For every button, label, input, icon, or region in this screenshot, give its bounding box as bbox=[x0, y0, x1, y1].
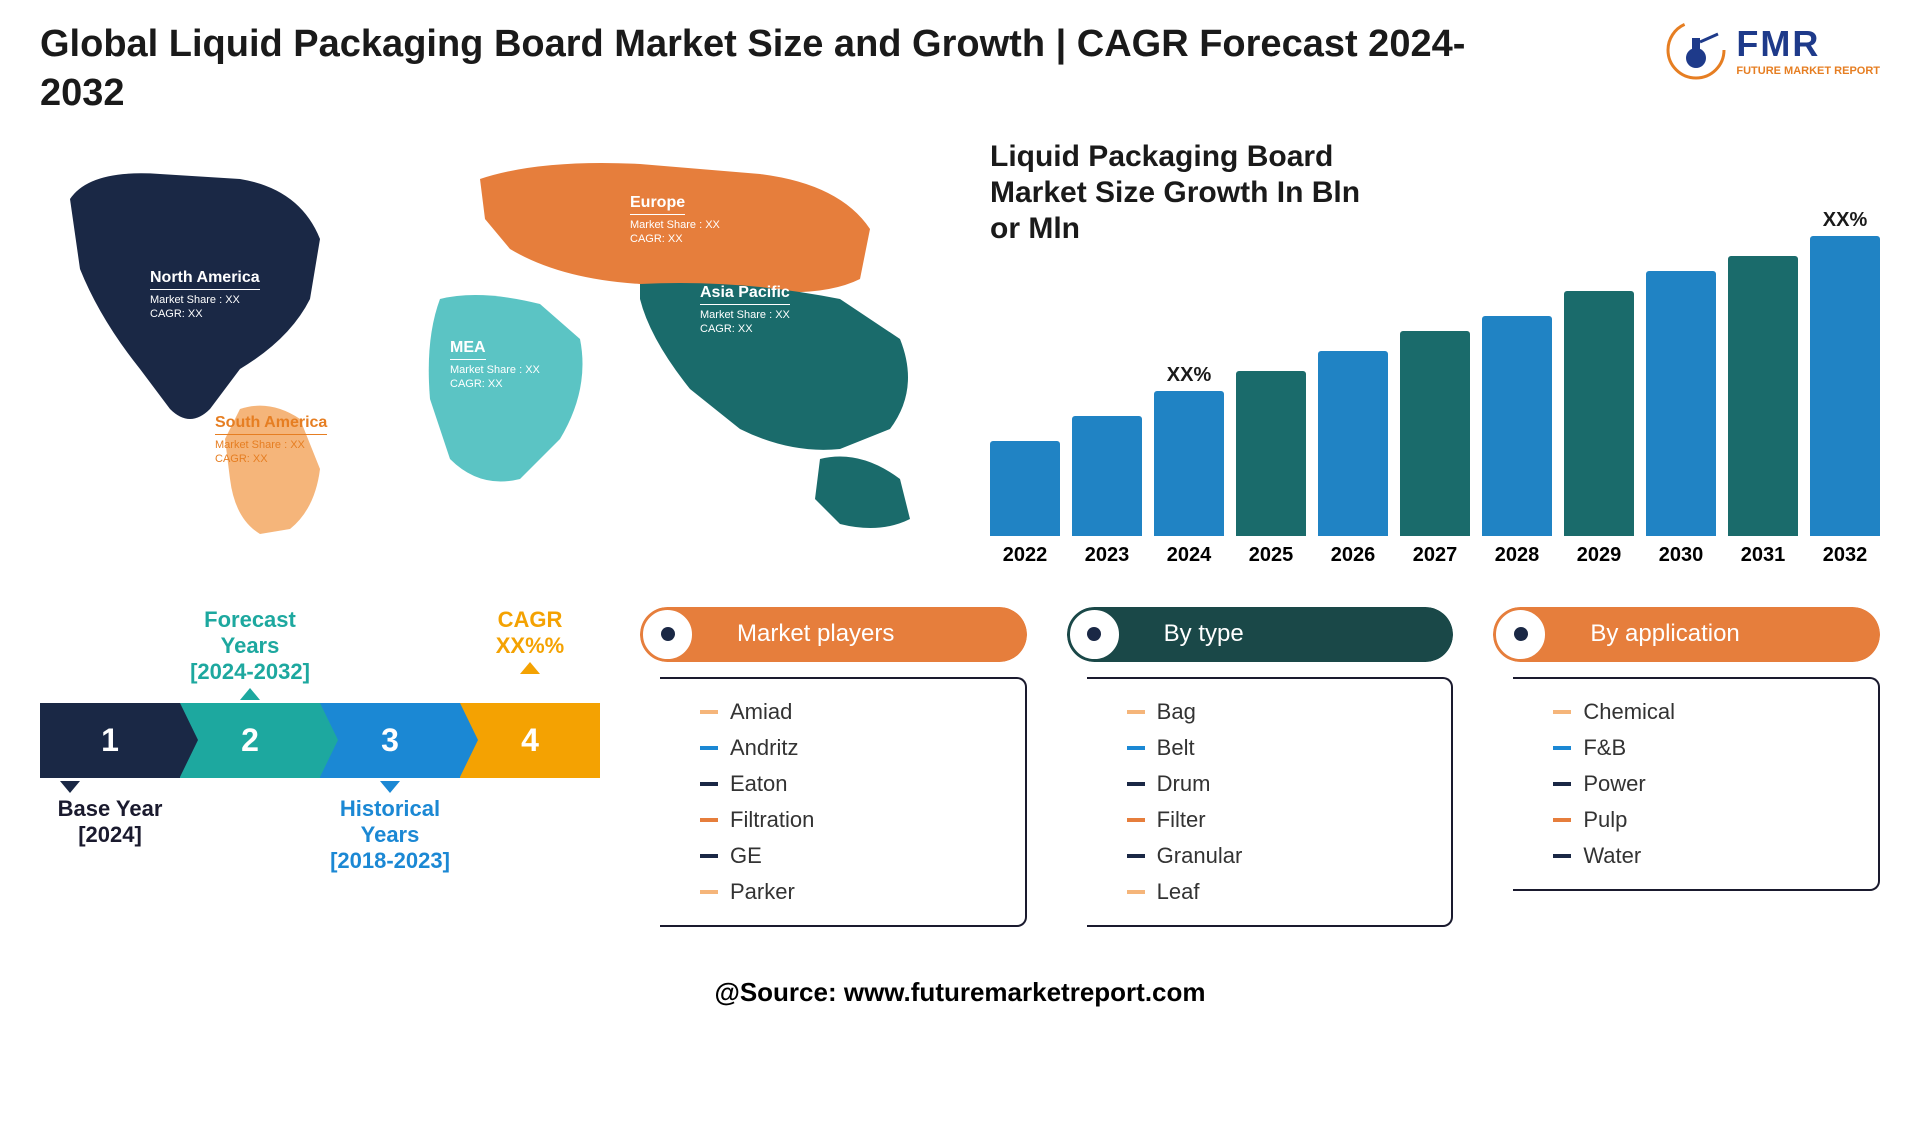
list-item: Eaton bbox=[700, 766, 1005, 802]
bar-wrap: 2026 bbox=[1318, 351, 1388, 567]
bar-wrap: 2031 bbox=[1728, 256, 1798, 567]
bar-wrap: 2030 bbox=[1646, 271, 1716, 567]
timeline-segment: 1 bbox=[40, 703, 180, 778]
bar bbox=[1646, 271, 1716, 536]
region-label: North AmericaMarket Share : XXCAGR: XX bbox=[150, 269, 260, 322]
list-item: F&B bbox=[1553, 730, 1858, 766]
category-box: Market players AmiadAndritzEatonFiltrati… bbox=[640, 607, 1027, 927]
bar bbox=[1564, 291, 1634, 536]
region-label: Asia PacificMarket Share : XXCAGR: XX bbox=[700, 284, 790, 337]
bar-wrap: XX%2032 bbox=[1810, 236, 1880, 567]
arrow-down-icon bbox=[60, 781, 80, 793]
bar-label: 2030 bbox=[1659, 544, 1704, 567]
base-label: Base Year bbox=[40, 796, 180, 822]
timeline: Forecast Years [2024-2032] CAGR XX%% 123… bbox=[40, 607, 600, 874]
category-header: By application bbox=[1493, 607, 1880, 662]
world-map: North AmericaMarket Share : XXCAGR: XX So… bbox=[40, 139, 960, 539]
list-item: Amiad bbox=[700, 694, 1005, 730]
bars-container: 2022 2023 XX%2024 2025 2026 2027 2028 2029 2030 2… bbox=[990, 267, 1880, 567]
list-item: GE bbox=[700, 838, 1005, 874]
bar bbox=[990, 441, 1060, 536]
chart-title: Liquid Packaging Board Market Size Growt… bbox=[990, 139, 1390, 247]
bar-wrap: 2029 bbox=[1564, 291, 1634, 567]
bar-label: 2026 bbox=[1331, 544, 1376, 567]
base-value: [2024] bbox=[40, 822, 180, 848]
cagr-value: XX%% bbox=[460, 633, 600, 659]
logo: FMR FUTURE MARKET REPORT bbox=[1666, 20, 1880, 80]
bar-wrap: 2027 bbox=[1400, 331, 1470, 567]
region-label: South AmericaMarket Share : XXCAGR: XX bbox=[215, 414, 327, 467]
category-box: By type BagBeltDrumFilterGranularLeaf bbox=[1067, 607, 1454, 927]
bar bbox=[1154, 391, 1224, 536]
bar-label: 2025 bbox=[1249, 544, 1294, 567]
arrow-up-icon bbox=[520, 662, 540, 674]
list-item: Pulp bbox=[1553, 802, 1858, 838]
timeline-bar: 1234 bbox=[40, 703, 600, 778]
forecast-label: Forecast Years bbox=[180, 607, 320, 659]
cagr-label: CAGR bbox=[460, 607, 600, 633]
arrow-up-icon bbox=[240, 688, 260, 700]
list-item: Bag bbox=[1127, 694, 1432, 730]
bar-label: 2029 bbox=[1577, 544, 1622, 567]
arrow-down-icon bbox=[380, 781, 400, 793]
bar bbox=[1810, 236, 1880, 536]
hist-label: Historical Years bbox=[320, 796, 460, 848]
bar bbox=[1072, 416, 1142, 536]
list-item: Andritz bbox=[700, 730, 1005, 766]
category-box: By application ChemicalF&BPowerPulpWater bbox=[1493, 607, 1880, 927]
list-item: Filtration bbox=[700, 802, 1005, 838]
timeline-segment: 2 bbox=[180, 703, 320, 778]
bar bbox=[1482, 316, 1552, 536]
timeline-segment: 3 bbox=[320, 703, 460, 778]
list-item: Granular bbox=[1127, 838, 1432, 874]
source-text: @Source: www.futuremarketreport.com bbox=[40, 977, 1880, 1008]
bar-chart: Liquid Packaging Board Market Size Growt… bbox=[990, 139, 1880, 567]
list-item: Belt bbox=[1127, 730, 1432, 766]
bar bbox=[1728, 256, 1798, 536]
list-item: Leaf bbox=[1127, 874, 1432, 910]
list-item: Filter bbox=[1127, 802, 1432, 838]
list-item: Power bbox=[1553, 766, 1858, 802]
timeline-segment: 4 bbox=[460, 703, 600, 778]
bar-label: 2032 bbox=[1823, 544, 1868, 567]
logo-text: FMR bbox=[1736, 23, 1880, 65]
bar-wrap: XX%2024 bbox=[1154, 391, 1224, 567]
category-header: Market players bbox=[640, 607, 1027, 662]
bar-label: 2031 bbox=[1741, 544, 1786, 567]
bar-label: 2023 bbox=[1085, 544, 1130, 567]
logo-icon bbox=[1666, 20, 1726, 80]
bar bbox=[1318, 351, 1388, 536]
logo-subtitle: FUTURE MARKET REPORT bbox=[1736, 65, 1880, 77]
bar-wrap: 2025 bbox=[1236, 371, 1306, 567]
bar-wrap: 2023 bbox=[1072, 416, 1142, 567]
list-item: Chemical bbox=[1553, 694, 1858, 730]
category-list: ChemicalF&BPowerPulpWater bbox=[1513, 677, 1880, 891]
hist-value: [2018-2023] bbox=[320, 848, 460, 874]
category-list: BagBeltDrumFilterGranularLeaf bbox=[1087, 677, 1454, 927]
list-item: Parker bbox=[700, 874, 1005, 910]
list-item: Drum bbox=[1127, 766, 1432, 802]
category-list: AmiadAndritzEatonFiltrationGEParker bbox=[660, 677, 1027, 927]
bar-wrap: 2022 bbox=[990, 441, 1060, 567]
forecast-value: [2024-2032] bbox=[180, 659, 320, 685]
region-label: MEAMarket Share : XXCAGR: XX bbox=[450, 339, 540, 392]
bar-label: 2028 bbox=[1495, 544, 1540, 567]
region-label: EuropeMarket Share : XXCAGR: XX bbox=[630, 194, 720, 247]
list-item: Water bbox=[1553, 838, 1858, 874]
page-title: Global Liquid Packaging Board Market Siz… bbox=[40, 20, 1540, 119]
bar-label: 2024 bbox=[1167, 544, 1212, 567]
bar-wrap: 2028 bbox=[1482, 316, 1552, 567]
bar-label: 2027 bbox=[1413, 544, 1458, 567]
bar bbox=[1236, 371, 1306, 536]
header: Global Liquid Packaging Board Market Siz… bbox=[40, 20, 1880, 119]
bar bbox=[1400, 331, 1470, 536]
bar-label: 2022 bbox=[1003, 544, 1048, 567]
category-header: By type bbox=[1067, 607, 1454, 662]
